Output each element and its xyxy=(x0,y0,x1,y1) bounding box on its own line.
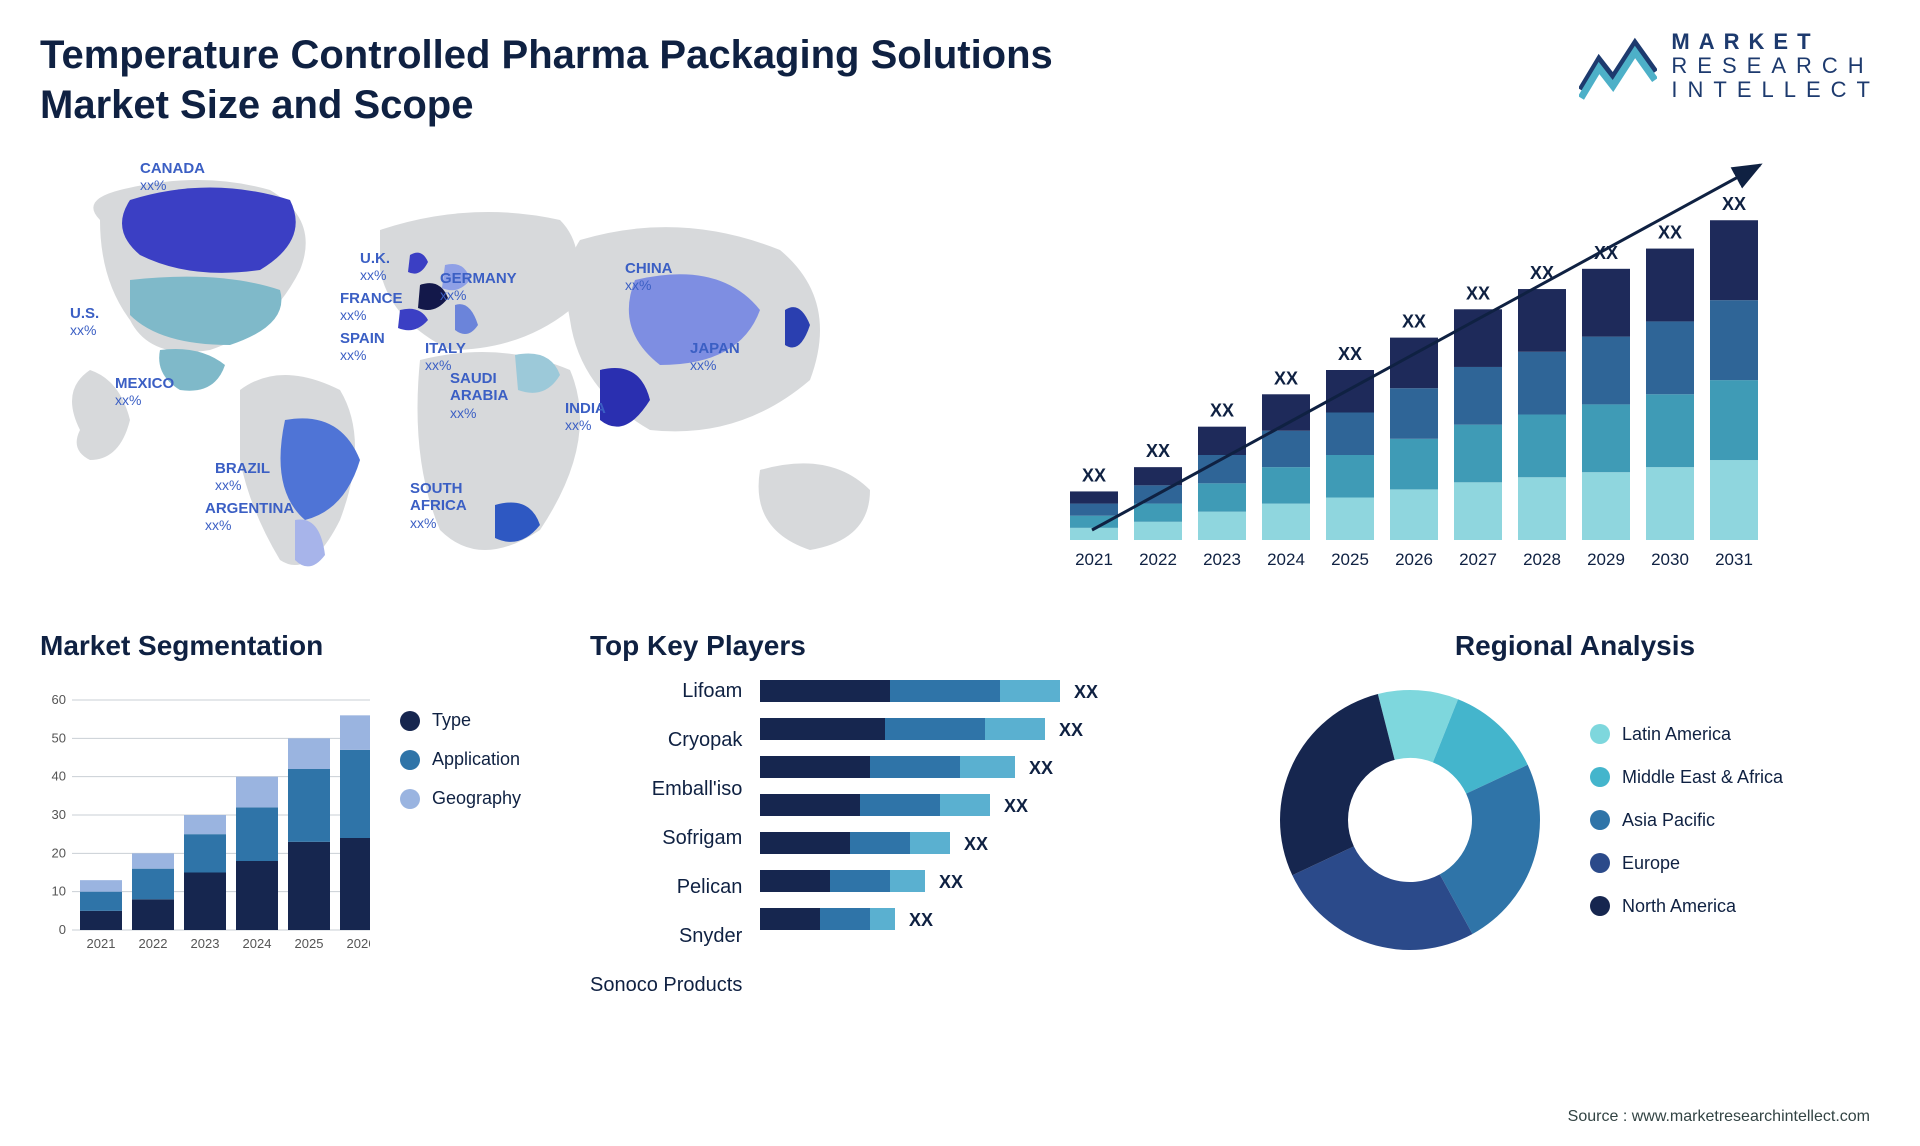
svg-text:2025: 2025 xyxy=(295,936,324,951)
svg-text:XX: XX xyxy=(1722,194,1746,214)
svg-text:XX: XX xyxy=(1402,312,1426,332)
svg-text:XX: XX xyxy=(1338,344,1362,364)
world-map: CANADAxx% U.S.xx% MEXICOxx% U.K.xx% FRANCExx… xyxy=(40,160,900,580)
map-label: U.K.xx% xyxy=(360,250,390,285)
growth-chart: XX 2021 XX 2022 XX 2023 XX 2024 XX 2025 XX 2026 XX 20… xyxy=(960,160,1880,580)
legend-item: Europe xyxy=(1590,853,1783,874)
svg-text:XX: XX xyxy=(1658,223,1682,243)
map-label: SPAINxx% xyxy=(340,330,385,365)
map-label: CHINAxx% xyxy=(625,260,673,295)
map-label: SAUDIARABIAxx% xyxy=(450,370,508,422)
svg-text:XX: XX xyxy=(1074,682,1098,702)
svg-text:2025: 2025 xyxy=(1331,550,1369,569)
svg-text:XX: XX xyxy=(1210,401,1234,421)
svg-text:2026: 2026 xyxy=(347,936,370,951)
legend-item: Type xyxy=(400,710,521,731)
svg-text:60: 60 xyxy=(52,692,66,707)
legend-item: Latin America xyxy=(1590,724,1783,745)
svg-text:XX: XX xyxy=(909,910,933,930)
map-label: BRAZILxx% xyxy=(215,460,270,495)
player-name: Snyder xyxy=(679,925,742,963)
player-name: Sonoco Products xyxy=(590,974,742,1012)
logo-line2: RESEARCH xyxy=(1671,54,1880,78)
logo-line3: INTELLECT xyxy=(1671,78,1880,102)
svg-text:2026: 2026 xyxy=(1395,550,1433,569)
regional-legend: Latin America Middle East & Africa Asia Pa… xyxy=(1590,724,1783,917)
svg-text:30: 30 xyxy=(52,807,66,822)
svg-text:20: 20 xyxy=(52,845,66,860)
svg-text:XX: XX xyxy=(1029,758,1053,778)
svg-text:XX: XX xyxy=(1274,368,1298,388)
svg-text:2023: 2023 xyxy=(1203,550,1241,569)
svg-text:2024: 2024 xyxy=(1267,550,1305,569)
segmentation-chart: 0 10 20 30 40 50 60 2021 2022 2023 2024 2025 2026 xyxy=(40,680,370,960)
svg-text:2029: 2029 xyxy=(1587,550,1625,569)
players-names: Lifoam Cryopak Emball'iso Sofrigam Pelican Sn… xyxy=(590,680,760,1012)
legend-item: Geography xyxy=(400,788,521,809)
svg-text:2021: 2021 xyxy=(1075,550,1113,569)
svg-text:2021: 2021 xyxy=(87,936,116,951)
logo-line1: MARKET xyxy=(1671,30,1880,54)
svg-text:XX: XX xyxy=(1082,465,1106,485)
legend-item: North America xyxy=(1590,896,1783,917)
svg-text:XX: XX xyxy=(964,834,988,854)
map-label: CANADAxx% xyxy=(140,160,205,195)
player-name: Sofrigam xyxy=(662,827,742,865)
svg-text:2022: 2022 xyxy=(1139,550,1177,569)
svg-text:2028: 2028 xyxy=(1523,550,1561,569)
player-name: Cryopak xyxy=(668,729,742,767)
legend-item: Asia Pacific xyxy=(1590,810,1783,831)
svg-text:2031: 2031 xyxy=(1715,550,1753,569)
players-title: Top Key Players xyxy=(590,630,1240,662)
svg-text:2022: 2022 xyxy=(139,936,168,951)
map-label: JAPANxx% xyxy=(690,340,740,375)
source-text: Source : www.marketresearchintellect.com xyxy=(1568,1108,1870,1126)
regional-panel: Regional Analysis Latin America Middle Ea… xyxy=(1270,630,1880,1012)
players-chart: XXXXXXXXXXXXXX xyxy=(760,680,1180,980)
svg-text:0: 0 xyxy=(59,922,66,937)
svg-text:XX: XX xyxy=(1466,283,1490,303)
logo: MARKET RESEARCH INTELLECT xyxy=(1579,30,1880,103)
map-label: SOUTHAFRICAxx% xyxy=(410,480,467,532)
svg-text:XX: XX xyxy=(1146,441,1170,461)
svg-text:2030: 2030 xyxy=(1651,550,1689,569)
map-label: U.S.xx% xyxy=(70,305,99,340)
map-label: FRANCExx% xyxy=(340,290,403,325)
logo-icon xyxy=(1579,32,1657,100)
map-label: MEXICOxx% xyxy=(115,375,174,410)
svg-text:50: 50 xyxy=(52,730,66,745)
map-label: INDIAxx% xyxy=(565,400,606,435)
svg-text:XX: XX xyxy=(1004,796,1028,816)
player-name: Lifoam xyxy=(682,680,742,718)
svg-text:XX: XX xyxy=(939,872,963,892)
svg-text:XX: XX xyxy=(1059,720,1083,740)
player-name: Pelican xyxy=(677,876,743,914)
regional-title: Regional Analysis xyxy=(1270,630,1880,662)
legend-item: Middle East & Africa xyxy=(1590,767,1783,788)
svg-text:2023: 2023 xyxy=(191,936,220,951)
map-label: GERMANYxx% xyxy=(440,270,517,305)
player-name: Emball'iso xyxy=(652,778,743,816)
map-label: ARGENTINAxx% xyxy=(205,500,294,535)
legend-item: Application xyxy=(400,749,521,770)
players-panel: Top Key Players Lifoam Cryopak Emball'iso S… xyxy=(590,630,1240,1012)
segmentation-title: Market Segmentation xyxy=(40,630,560,662)
svg-text:40: 40 xyxy=(52,769,66,784)
page-title: Temperature Controlled Pharma Packaging … xyxy=(40,30,1140,130)
svg-text:2024: 2024 xyxy=(243,936,272,951)
svg-text:2027: 2027 xyxy=(1459,550,1497,569)
segmentation-legend: Type Application Geography xyxy=(400,680,521,960)
regional-donut xyxy=(1270,680,1550,960)
svg-text:10: 10 xyxy=(52,884,66,899)
segmentation-panel: Market Segmentation 0 10 20 30 40 50 60 2021 202… xyxy=(40,630,560,1012)
